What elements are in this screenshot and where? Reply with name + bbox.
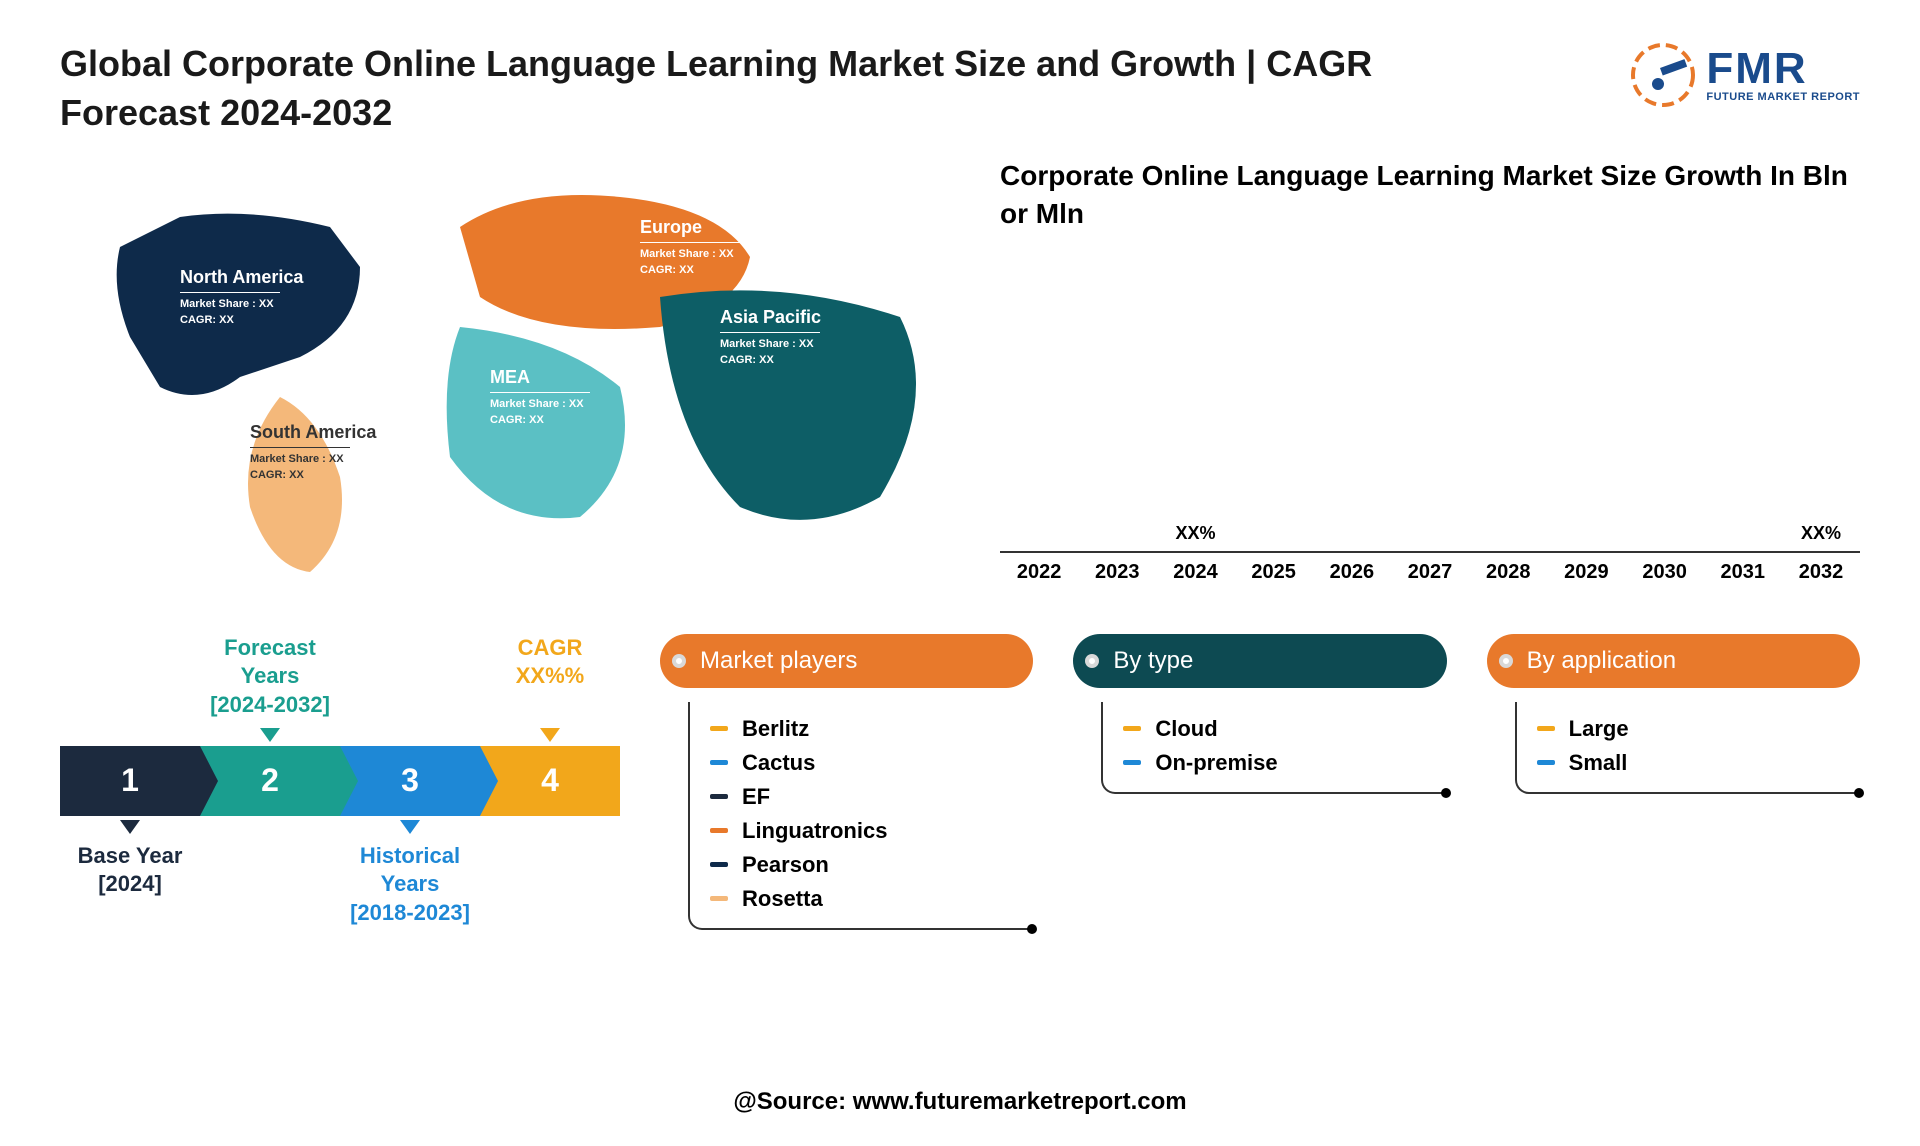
- timeline-segment: 4: [480, 746, 620, 816]
- timeline-segment: 2: [200, 746, 340, 816]
- timeline-bottom-label: Base Year [2024]: [60, 842, 200, 928]
- list-item: Rosetta: [710, 882, 1033, 916]
- item-label: Large: [1569, 716, 1629, 742]
- x-tick: 2030: [1632, 561, 1698, 584]
- region-label: North AmericaMarket Share : XXCAGR: XX: [180, 267, 303, 328]
- x-tick: 2032: [1788, 561, 1854, 584]
- dot-icon: [1499, 654, 1513, 668]
- arrow-down-icon: [400, 820, 420, 834]
- logo-acronym: FMR: [1706, 47, 1807, 91]
- category-column: Market players Berlitz Cactus EF Linguatroni…: [660, 634, 1033, 930]
- logo: FMR FUTURE MARKET REPORT: [1628, 40, 1860, 110]
- item-label: On-premise: [1155, 750, 1277, 776]
- item-label: Pearson: [742, 852, 829, 878]
- bullet-icon: [1537, 760, 1555, 765]
- list-item: EF: [710, 780, 1033, 814]
- x-tick: 2026: [1319, 561, 1385, 584]
- page-title: Global Corporate Online Language Learnin…: [60, 40, 1460, 137]
- map-region-mea: [440, 327, 640, 532]
- logo-subtitle: FUTURE MARKET REPORT: [1706, 91, 1860, 103]
- timeline-top-label: CAGR XX%%: [480, 634, 620, 720]
- world-map: North AmericaMarket Share : XXCAGR: XX So…: [60, 157, 960, 577]
- region-label: Asia PacificMarket Share : XXCAGR: XX: [720, 307, 821, 368]
- list-item: Pearson: [710, 848, 1033, 882]
- source-line: @Source: www.futuremarketreport.com: [0, 1088, 1920, 1116]
- telescope-icon: [1628, 40, 1698, 110]
- header: Global Corporate Online Language Learnin…: [60, 40, 1860, 137]
- x-tick: 2024: [1162, 561, 1228, 584]
- category-pill: Market players: [660, 634, 1033, 688]
- x-tick: 2031: [1710, 561, 1776, 584]
- dot-icon: [1085, 654, 1099, 668]
- bar-value-label: XX%: [1175, 523, 1215, 544]
- bullet-icon: [1123, 726, 1141, 731]
- x-tick: 2027: [1397, 561, 1463, 584]
- bullet-icon: [1537, 726, 1555, 731]
- x-tick: 2025: [1241, 561, 1307, 584]
- item-label: Cactus: [742, 750, 815, 776]
- list-item: On-premise: [1123, 746, 1446, 780]
- arrow-down-icon: [260, 728, 280, 742]
- chart-title: Corporate Online Language Learning Marke…: [1000, 157, 1860, 233]
- timeline-bottom-label: Historical Years [2018-2023]: [340, 842, 480, 928]
- category-column: By type Cloud On-premise: [1073, 634, 1446, 930]
- list-item: Large: [1537, 712, 1860, 746]
- region-label: MEAMarket Share : XXCAGR: XX: [490, 367, 590, 428]
- timeline: Forecast Years [2024-2032] CAGR XX%% 1234…: [60, 634, 620, 928]
- category-column: By application Large Small: [1487, 634, 1860, 930]
- item-label: Rosetta: [742, 886, 823, 912]
- item-label: Linguatronics: [742, 818, 887, 844]
- item-label: EF: [742, 784, 770, 810]
- bullet-icon: [710, 896, 728, 901]
- item-label: Cloud: [1155, 716, 1217, 742]
- region-label: EuropeMarket Share : XXCAGR: XX: [640, 217, 740, 278]
- bar-value-label: XX%: [1801, 523, 1841, 544]
- bullet-icon: [710, 726, 728, 731]
- bullet-icon: [710, 828, 728, 833]
- pill-title: By type: [1113, 647, 1193, 675]
- pill-title: By application: [1527, 647, 1676, 675]
- item-label: Berlitz: [742, 716, 809, 742]
- timeline-segment: 3: [340, 746, 480, 816]
- list-item: Cloud: [1123, 712, 1446, 746]
- arrow-down-icon: [120, 820, 140, 834]
- timeline-segment: 1: [60, 746, 200, 816]
- dot-icon: [672, 654, 686, 668]
- pill-title: Market players: [700, 647, 857, 675]
- arrow-down-icon: [540, 728, 560, 742]
- list-item: Linguatronics: [710, 814, 1033, 848]
- x-tick: 2029: [1553, 561, 1619, 584]
- region-label: South AmericaMarket Share : XXCAGR: XX: [250, 422, 376, 483]
- x-tick: 2022: [1006, 561, 1072, 584]
- timeline-top-label: Forecast Years [2024-2032]: [200, 634, 340, 720]
- bracket: Large Small: [1515, 702, 1860, 794]
- bar-chart: Corporate Online Language Learning Marke…: [1000, 157, 1860, 584]
- list-item: Berlitz: [710, 712, 1033, 746]
- list-item: Cactus: [710, 746, 1033, 780]
- list-item: Small: [1537, 746, 1860, 780]
- x-tick: 2023: [1084, 561, 1150, 584]
- bullet-icon: [710, 794, 728, 799]
- bullet-icon: [710, 760, 728, 765]
- category-pill: By type: [1073, 634, 1446, 688]
- x-tick: 2028: [1475, 561, 1541, 584]
- bracket: Berlitz Cactus EF Linguatronics Pearson Roset…: [688, 702, 1033, 930]
- bullet-icon: [1123, 760, 1141, 765]
- item-label: Small: [1569, 750, 1628, 776]
- category-pill: By application: [1487, 634, 1860, 688]
- bracket: Cloud On-premise: [1101, 702, 1446, 794]
- bullet-icon: [710, 862, 728, 867]
